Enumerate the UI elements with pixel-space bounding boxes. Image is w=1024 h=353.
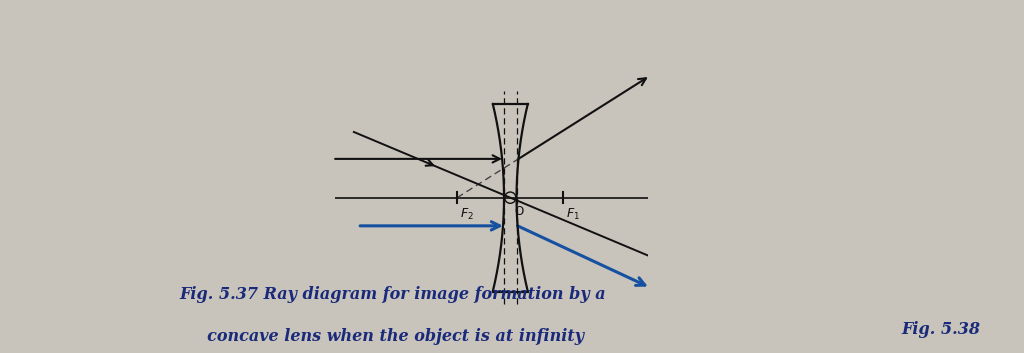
Text: concave lens when the object is at infinity: concave lens when the object is at infin…: [179, 328, 585, 345]
Text: Fig. 5.37 Ray diagram for image formation by a: Fig. 5.37 Ray diagram for image formatio…: [179, 286, 606, 303]
Text: Fig. 5.38: Fig. 5.38: [901, 321, 980, 338]
Text: O: O: [514, 205, 523, 218]
Text: $F_2$: $F_2$: [460, 207, 473, 222]
Text: $F_1$: $F_1$: [566, 207, 580, 222]
